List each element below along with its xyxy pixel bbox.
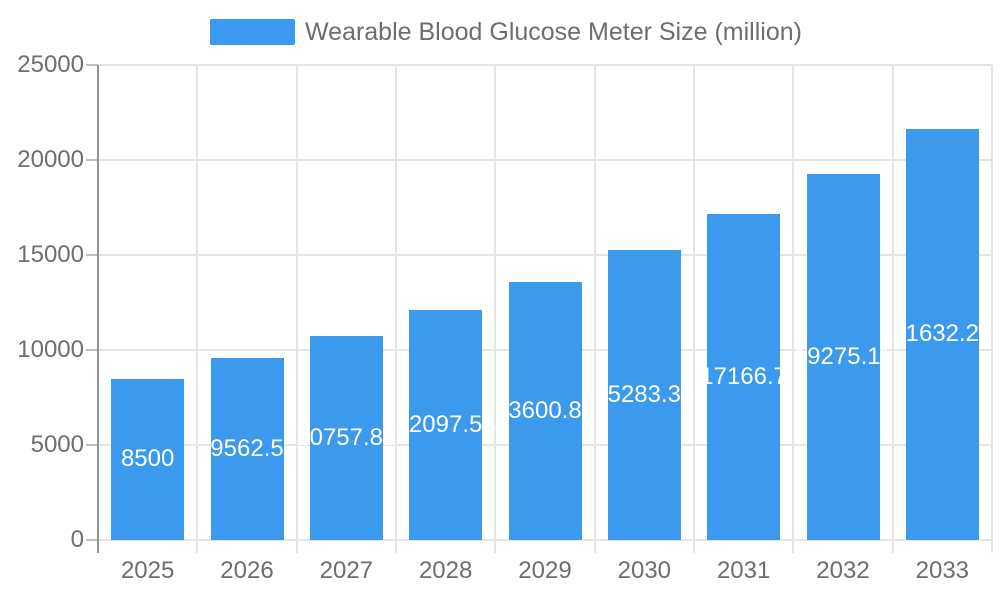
x-gridline [693,65,695,553]
bar-value-label: 8500 [120,445,175,473]
y-axis-line [97,65,99,553]
x-axis-tick-label: 2026 [220,557,274,584]
y-gridline [98,64,992,66]
bar[interactable] [309,335,383,540]
x-gridline [395,65,397,553]
chart-title: Wearable Blood Glucose Meter Size (milli… [305,17,802,46]
x-gridline [196,65,199,553]
y-gridline [98,254,992,256]
x-axis-tick-label: 2032 [816,557,870,584]
y-axis-tick [86,64,98,66]
x-gridline [295,65,298,553]
x-axis-tick-label: 2031 [716,557,771,584]
bar[interactable] [111,378,185,540]
bar-value-label: 12097.54 [395,411,496,439]
bar-value-label: 13600.89 [494,396,596,424]
y-axis-tick-label: 15000 [17,241,84,268]
y-axis-tick [86,159,98,161]
bar[interactable] [409,310,483,540]
x-gridline [494,65,497,553]
x-axis-tick-label: 2028 [418,557,473,584]
x-axis-tick-label: 2030 [617,557,672,584]
bar[interactable] [607,249,681,540]
y-gridline [98,159,992,161]
bar[interactable] [508,281,582,540]
x-gridline [792,65,795,553]
x-axis-tick-label: 2025 [120,557,175,584]
x-gridline [891,65,894,553]
bar[interactable] [707,213,781,540]
bar[interactable] [210,358,284,540]
y-axis-tick-label: 25000 [17,51,84,78]
y-axis-tick [86,444,98,446]
bar-value-label: 21632.25 [892,320,993,348]
bar-value-label: 9562.5 [210,435,284,463]
chart-legend[interactable]: Wearable Blood Glucose Meter Size (milli… [210,17,802,47]
y-axis-tick-label: 20000 [17,146,84,173]
y-axis-tick [86,349,98,351]
y-axis-tick-label: 0 [70,526,84,553]
y-axis-tick-label: 10000 [17,336,84,363]
bar-value-label: 10757.81 [296,423,397,451]
y-axis-tick [86,539,98,541]
x-axis-tick-label: 2027 [319,557,374,584]
bar[interactable] [806,173,880,540]
y-axis-tick [86,254,98,256]
x-axis-tick-label: 2033 [915,557,970,584]
x-gridline [991,65,993,553]
bar[interactable] [905,128,979,540]
y-axis-tick-label: 5000 [30,431,84,458]
bar-value-label: 17166.7 [700,362,788,390]
y-gridline [98,539,992,541]
x-axis-tick-label: 2029 [518,557,572,584]
x-gridline [593,65,596,553]
bar-value-label: 15283.33 [594,380,695,408]
legend-swatch[interactable] [210,19,295,45]
bar-value-label: 19275.11 [793,342,893,370]
